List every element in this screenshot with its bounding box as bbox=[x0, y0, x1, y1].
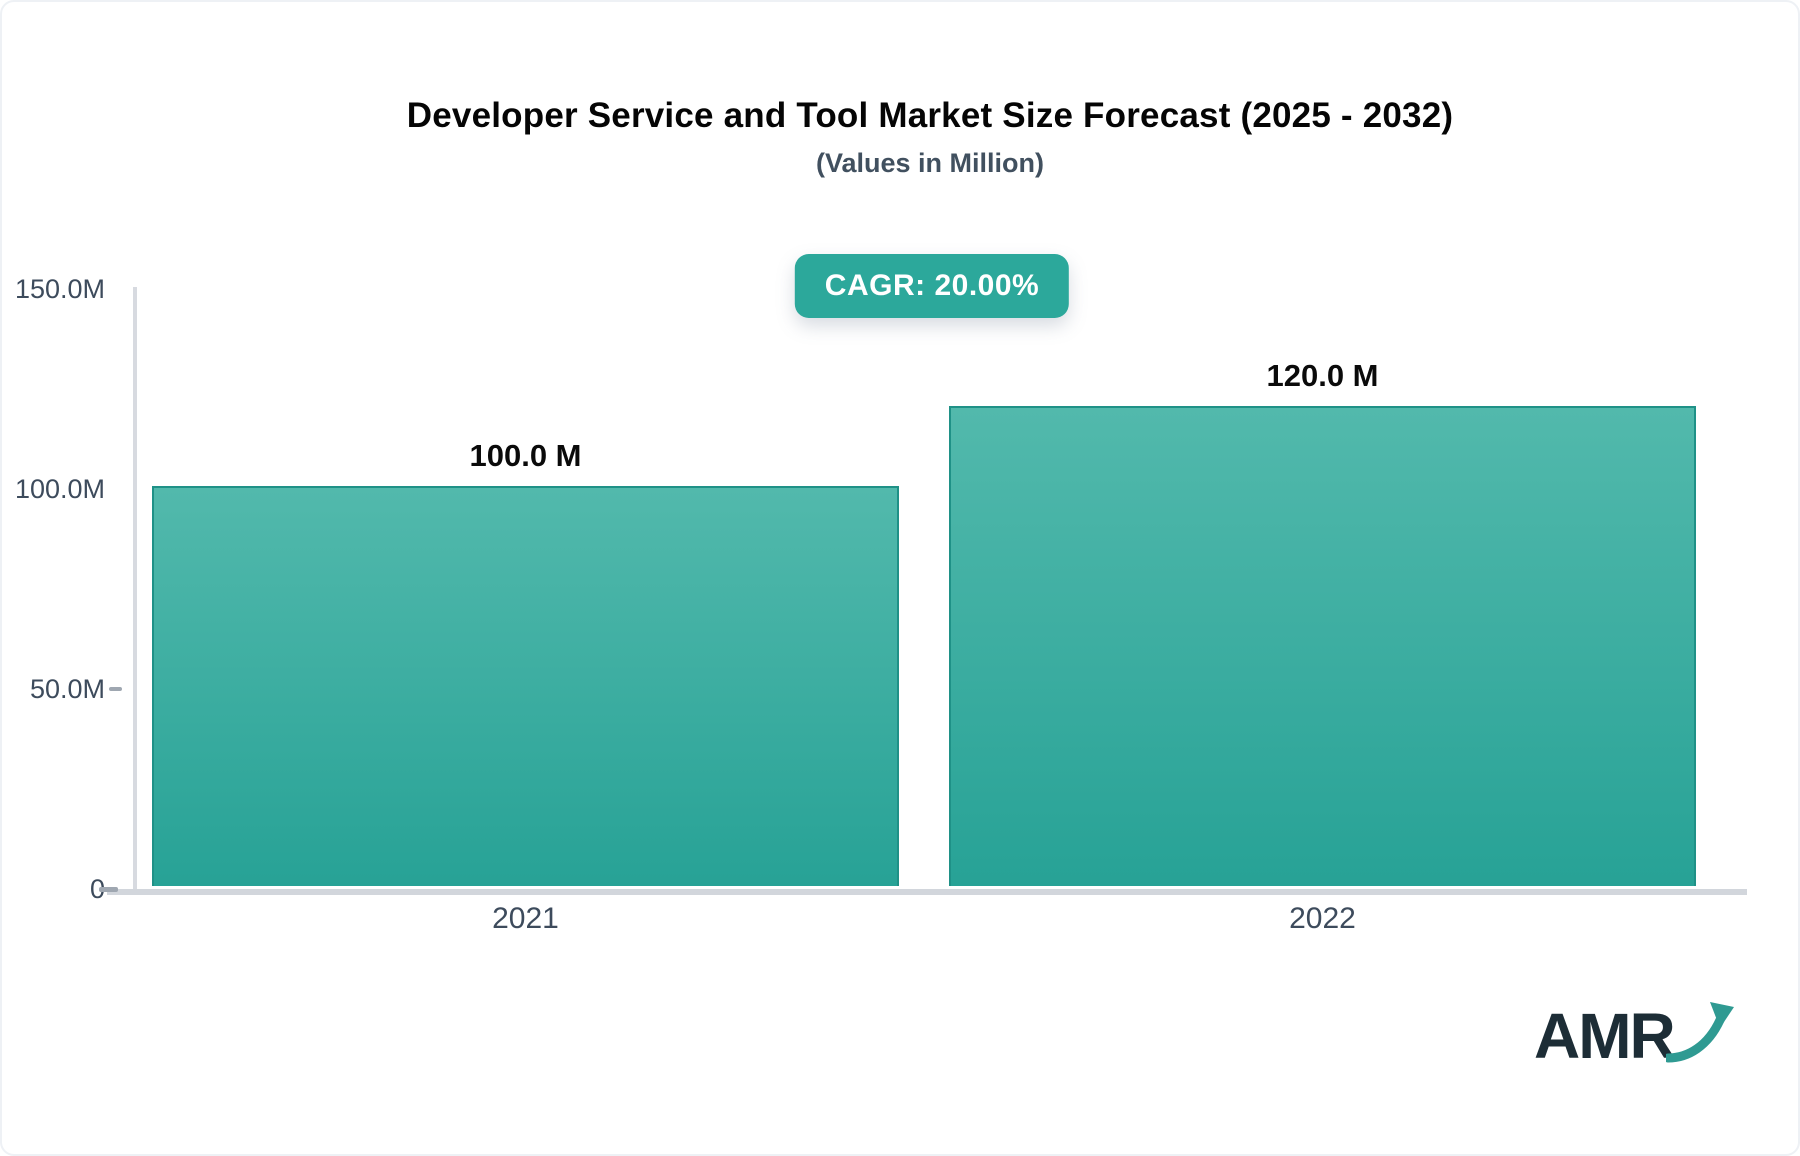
amr-logo: AMR bbox=[1534, 1000, 1736, 1072]
x-axis-label-2021: 2021 bbox=[492, 902, 559, 935]
bar-2021[interactable] bbox=[152, 486, 899, 886]
x-axis-label-2022: 2022 bbox=[1289, 902, 1356, 935]
bar-2022[interactable] bbox=[949, 406, 1696, 886]
y-tick-label-0: 0 bbox=[89, 874, 105, 904]
amr-logo-text: AMR bbox=[1534, 1000, 1676, 1072]
bar-value-label-2021: 100.0 M bbox=[469, 438, 582, 473]
bar-value-label-2022: 120.0 M bbox=[1266, 358, 1379, 393]
y-axis-line bbox=[133, 287, 137, 895]
y-tick-mark-0 bbox=[99, 887, 118, 892]
y-tick-label-150m: 150.0M bbox=[14, 274, 105, 304]
chart-subtitle: (Values in Million) bbox=[815, 148, 1045, 178]
cagr-badge: CAGR: 20.00% bbox=[794, 254, 1070, 318]
y-tick-mark-50m bbox=[109, 687, 122, 691]
x-axis-line bbox=[107, 889, 1747, 895]
y-tick-label-100m: 100.0M bbox=[14, 474, 105, 504]
chart-title: Developer Service and Tool Market Size F… bbox=[406, 96, 1454, 135]
y-tick-label-50m: 50.0M bbox=[29, 674, 105, 704]
trend-up-arrow-icon bbox=[1665, 1002, 1734, 1063]
